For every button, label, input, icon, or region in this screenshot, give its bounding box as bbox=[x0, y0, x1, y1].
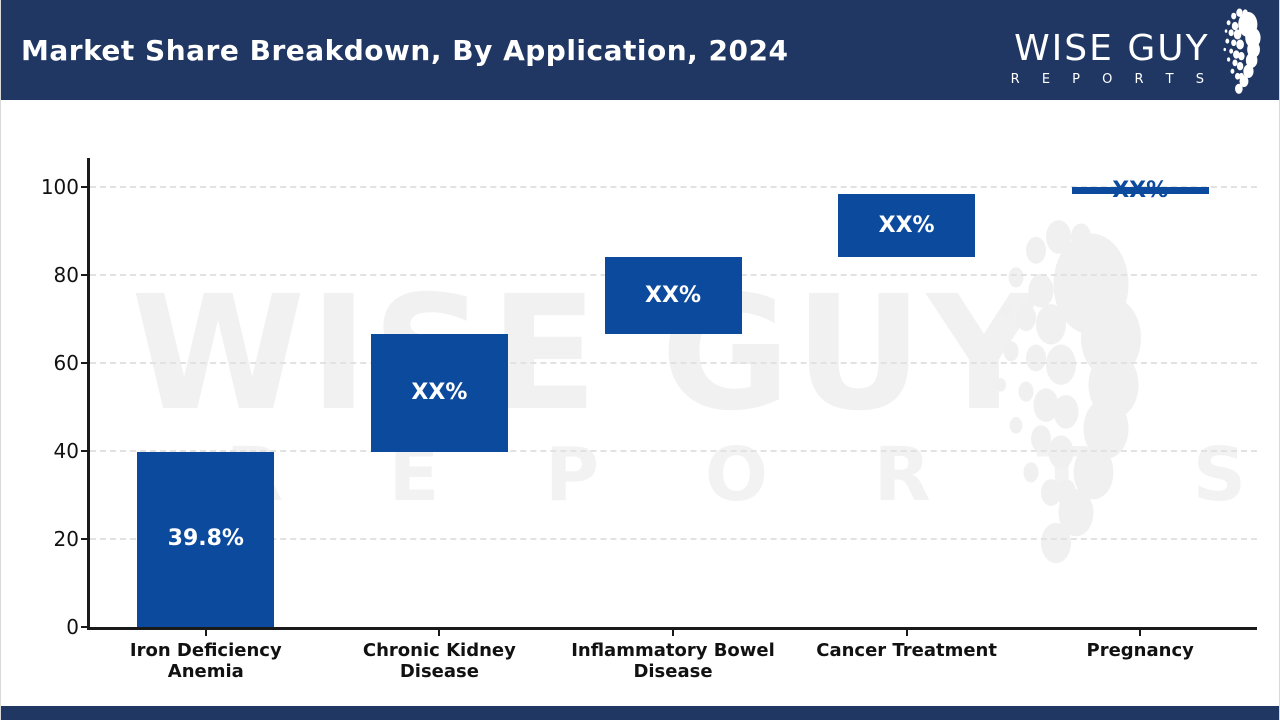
bar-cancer-treatment: XX% bbox=[838, 194, 976, 258]
gridline-40 bbox=[90, 450, 1257, 452]
bar-chronic-kidney-disease: XX% bbox=[370, 334, 508, 452]
y-axis-tick-label: 80 bbox=[53, 263, 79, 287]
x-axis-category-label: Cancer Treatment bbox=[816, 640, 997, 661]
x-axis-spine bbox=[87, 627, 1257, 630]
brand-name: WISE GUY bbox=[1014, 28, 1210, 69]
y-axis-tick-label: 40 bbox=[53, 439, 79, 463]
y-axis-tick-mark bbox=[81, 362, 89, 364]
brand-logo: WISE GUY R E P O R T S bbox=[1011, 6, 1267, 98]
brand-logo-text: WISE GUY R E P O R T S bbox=[1011, 28, 1213, 87]
brand-head-icon bbox=[1223, 8, 1261, 94]
bar-value-label: XX% bbox=[411, 380, 468, 406]
x-axis-category-label: Iron Deficiency Anemia bbox=[129, 640, 282, 682]
y-axis-tick-mark bbox=[81, 626, 89, 628]
x-axis-tick-mark bbox=[1139, 629, 1142, 636]
bar-value-label: XX% bbox=[878, 212, 935, 238]
y-axis-tick-label: 0 bbox=[66, 615, 79, 639]
chart-title: Market Share Breakdown, By Application, … bbox=[21, 33, 789, 67]
x-axis-category-label: Pregnancy bbox=[1086, 640, 1194, 661]
gridline-20 bbox=[90, 538, 1257, 540]
y-axis-tick-mark bbox=[81, 450, 89, 452]
gridline-100 bbox=[90, 186, 1257, 188]
header-bar: Market Share Breakdown, By Application, … bbox=[1, 0, 1279, 100]
bar-inflammatory-bowel-disease: XX% bbox=[604, 257, 742, 335]
x-axis-tick-mark bbox=[204, 629, 207, 636]
x-axis-tick-mark bbox=[905, 629, 908, 636]
y-axis-tick-mark bbox=[81, 186, 89, 188]
x-axis-tick-mark bbox=[438, 629, 441, 636]
brand-subname: R E P O R T S bbox=[1010, 72, 1213, 87]
bar-pregnancy: XX% bbox=[1071, 179, 1209, 201]
y-axis-spine bbox=[87, 158, 90, 629]
y-axis-tick-label: 60 bbox=[53, 351, 79, 375]
y-axis-tick-label: 100 bbox=[40, 175, 79, 199]
bar-value-label: 39.8% bbox=[167, 526, 244, 552]
x-axis-category-label: Chronic Kidney Disease bbox=[362, 640, 516, 682]
footer-bar bbox=[1, 706, 1279, 720]
x-axis-category-label: Inflammatory Bowel Disease bbox=[571, 640, 775, 682]
y-axis-tick-mark bbox=[81, 274, 89, 276]
x-axis-tick-mark bbox=[672, 629, 674, 636]
bar-iron-deficiency-anemia: 39.8% bbox=[137, 451, 275, 627]
gridline-60 bbox=[90, 362, 1257, 364]
bar-value-label: XX% bbox=[645, 282, 701, 308]
y-axis-tick-label: 20 bbox=[53, 527, 79, 551]
y-axis-tick-mark bbox=[81, 538, 89, 540]
bar-value-label: XX% bbox=[1112, 177, 1169, 203]
